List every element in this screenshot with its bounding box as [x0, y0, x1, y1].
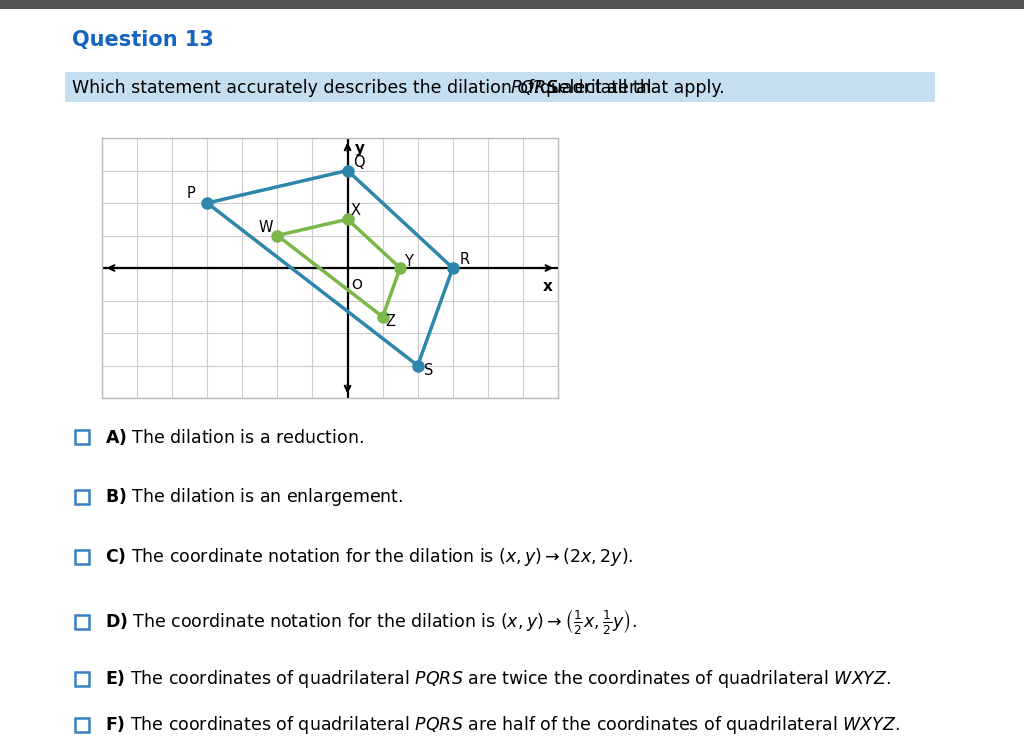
Text: Z: Z	[385, 314, 395, 329]
Text: ? Select all that apply.: ? Select all that apply.	[534, 79, 725, 97]
Text: $\mathbf{F)}$ The coordinates of quadrilateral $PQRS$ are half of the coordinate: $\mathbf{F)}$ The coordinates of quadril…	[105, 714, 900, 736]
Text: S: S	[424, 364, 433, 378]
Text: $\mathbf{A)}$ The dilation is a reduction.: $\mathbf{A)}$ The dilation is a reductio…	[105, 427, 364, 447]
Text: R: R	[460, 252, 470, 267]
Bar	[0, 0, 1024, 9]
Text: $\mathbf{C)}$ The coordinate notation for the dilation is $(x, y) \rightarrow (2: $\mathbf{C)}$ The coordinate notation fo…	[105, 546, 634, 568]
Text: x: x	[543, 279, 552, 294]
Bar	[75, 718, 89, 732]
Bar	[75, 615, 89, 629]
Text: X: X	[350, 203, 360, 218]
Text: Question 13: Question 13	[72, 30, 214, 50]
Text: Which statement accurately describes the dilation of quadrilateral: Which statement accurately describes the…	[72, 79, 657, 97]
Text: Y: Y	[404, 254, 414, 269]
Text: Q: Q	[353, 154, 365, 169]
Text: y: y	[354, 140, 365, 156]
Bar	[75, 430, 89, 444]
Bar	[75, 550, 89, 564]
Text: P: P	[186, 186, 195, 201]
Text: $\mathbf{D)}$ The coordinate notation for the dilation is $(x, y) \rightarrow \l: $\mathbf{D)}$ The coordinate notation fo…	[105, 607, 637, 636]
Bar	[75, 672, 89, 686]
Text: $\mathbf{B)}$ The dilation is an enlargement.: $\mathbf{B)}$ The dilation is an enlarge…	[105, 486, 403, 508]
Text: W: W	[258, 219, 272, 234]
Text: PQRS: PQRS	[511, 79, 558, 97]
Bar	[75, 490, 89, 504]
Bar	[65, 72, 935, 102]
Text: O: O	[351, 278, 361, 292]
Text: $\mathbf{E)}$ The coordinates of quadrilateral $PQRS$ are twice the coordinates : $\mathbf{E)}$ The coordinates of quadril…	[105, 668, 891, 690]
